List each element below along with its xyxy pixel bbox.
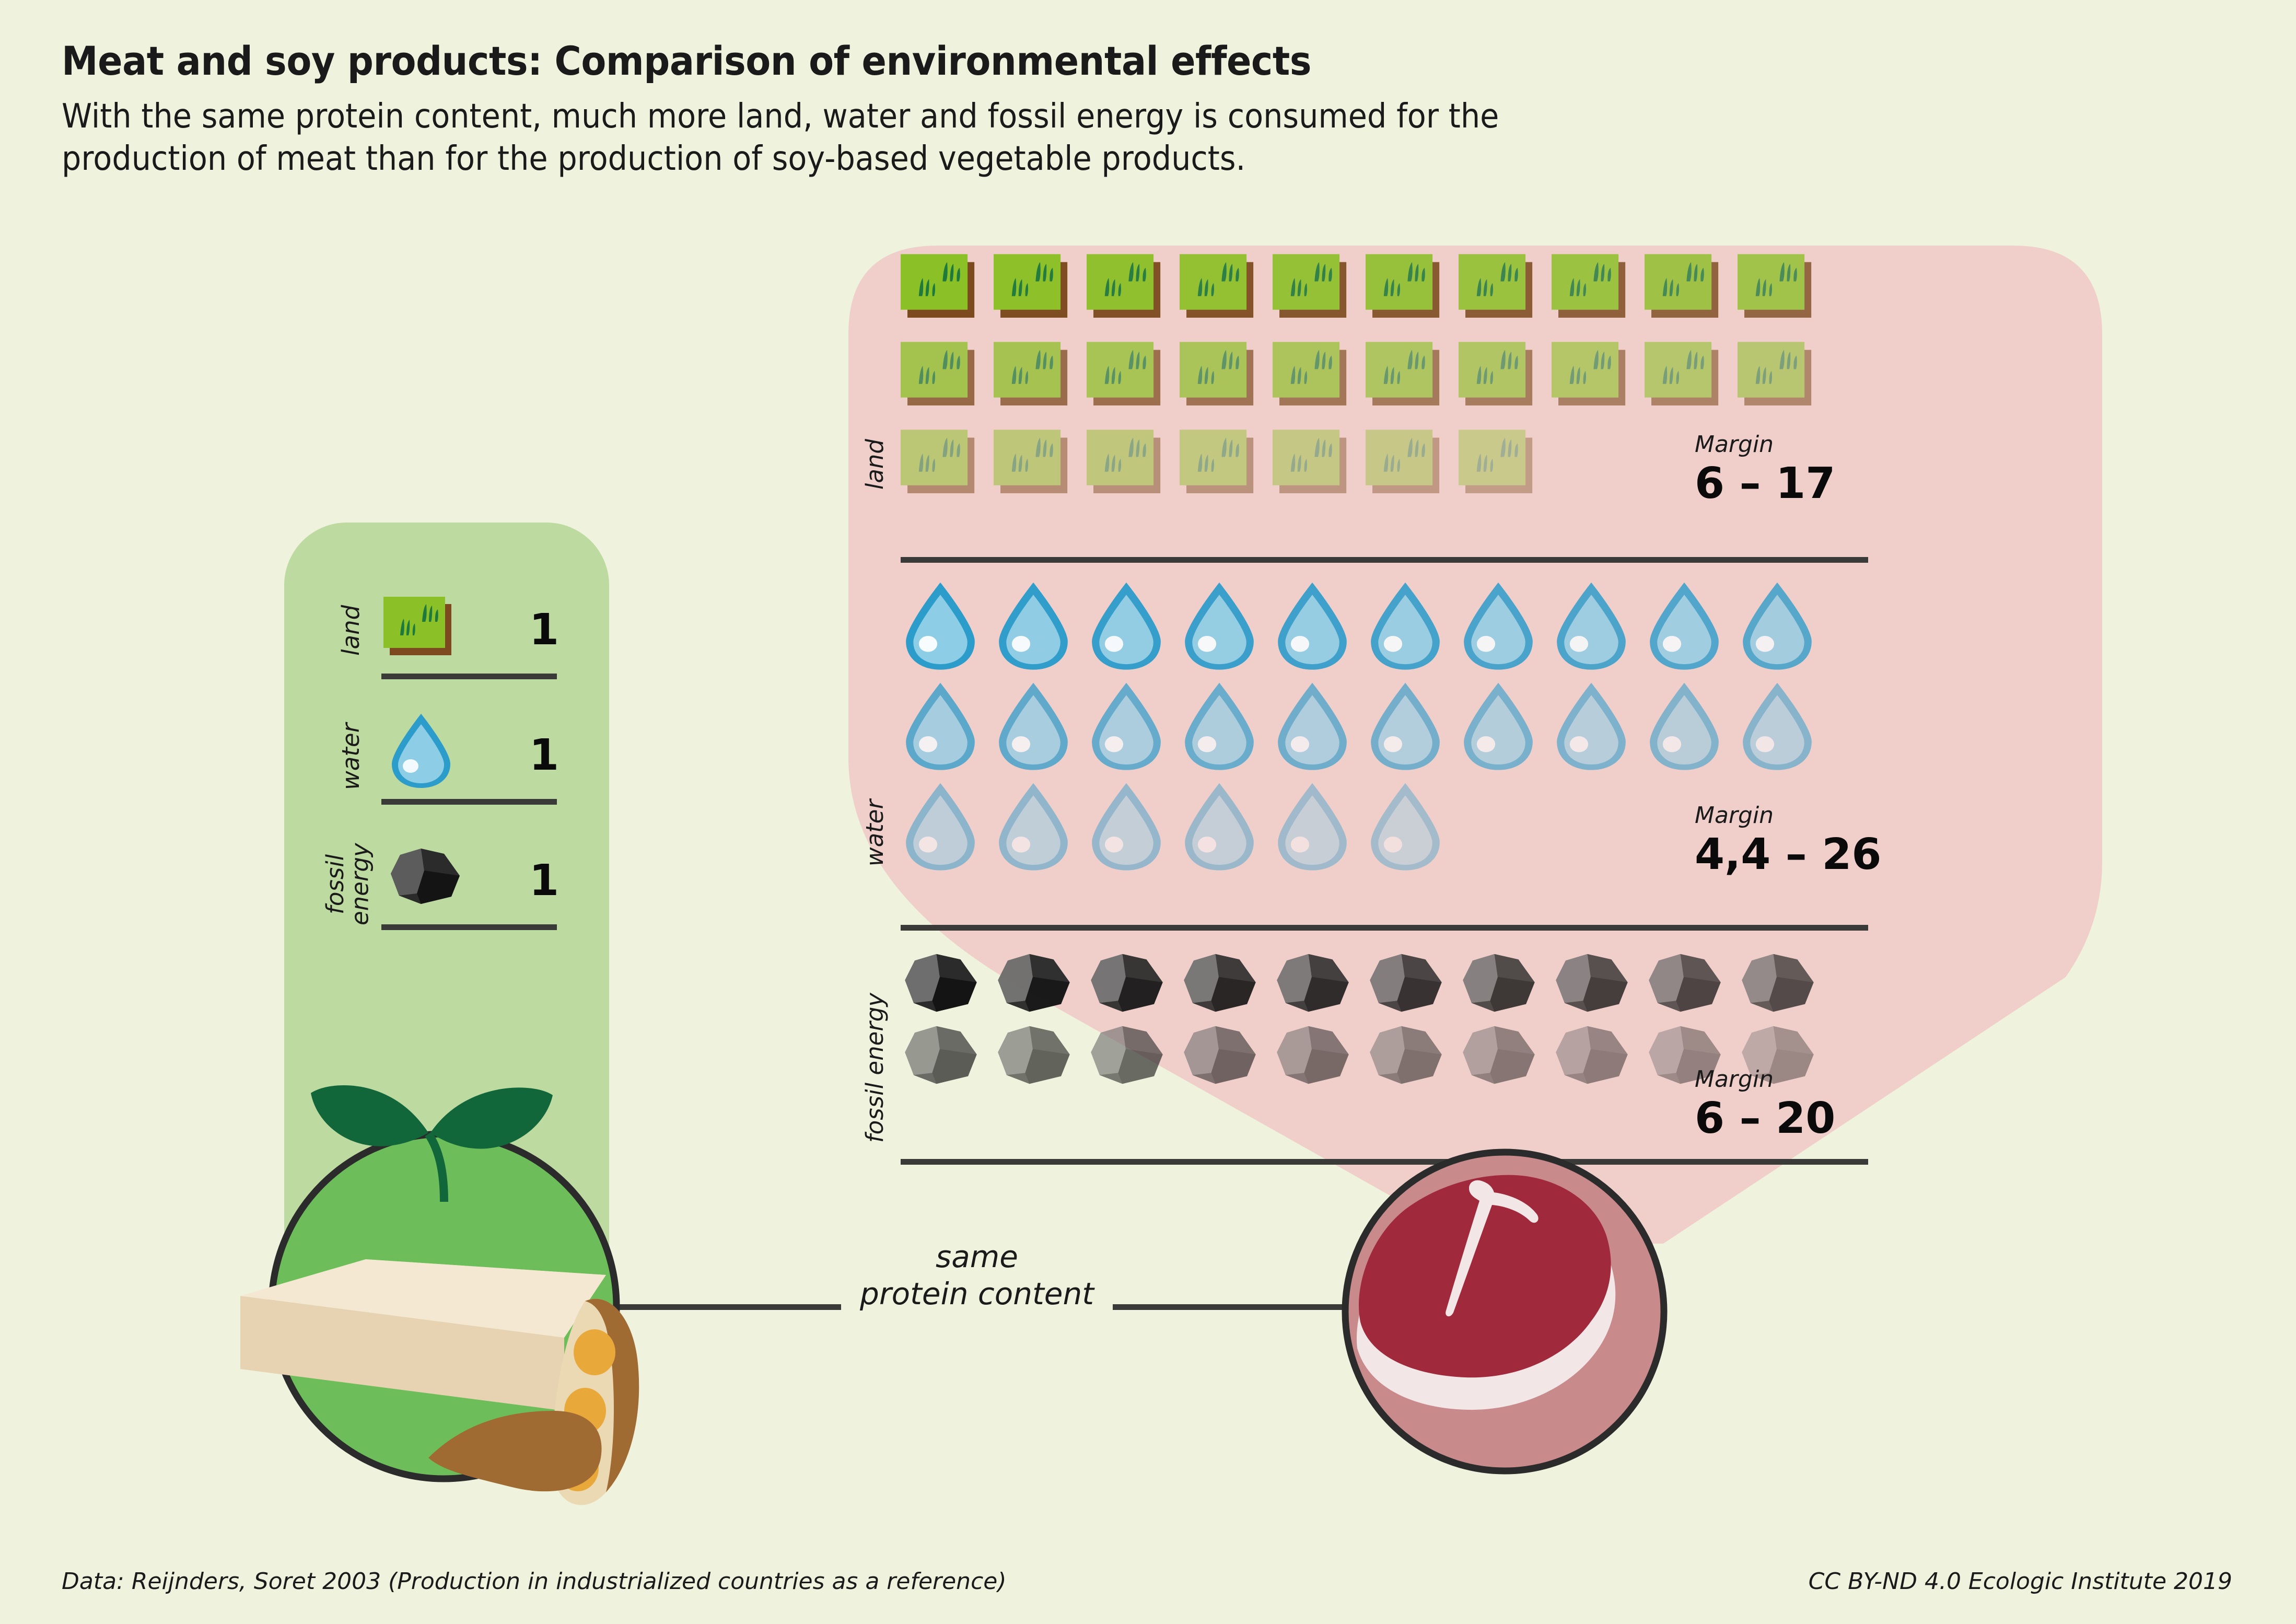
page-subtitle: With the same protein content, much more…	[62, 97, 1499, 178]
reference-row-water-value: 1	[529, 730, 559, 780]
meat-product-illustration	[1337, 1103, 1755, 1521]
footer-source: Data: Reijnders, Soret 2003 (Production …	[62, 1568, 1007, 1595]
reference-row-fossil-energy: fossil energy 1	[284, 831, 609, 930]
reference-row-land-label: land	[337, 605, 365, 656]
reference-row-water-label: water	[337, 723, 365, 791]
meat-comparison-panel-background	[848, 246, 2102, 1244]
coal-lump-icon	[387, 846, 463, 905]
reference-row-land-value: 1	[529, 605, 559, 655]
land-tile-icon	[383, 589, 457, 660]
reference-row-fossil-energy-label: fossil energy	[321, 843, 374, 925]
reference-row-water-rule	[381, 799, 557, 805]
reference-row-fossil-energy-value: 1	[529, 856, 559, 906]
reference-row-land-rule	[381, 674, 557, 679]
footer-license: CC BY-ND 4.0 Ecologic Institute 2019	[1808, 1568, 2232, 1595]
soy-product-illustration	[219, 1045, 763, 1515]
header: Meat and soy products: Comparison of env…	[62, 38, 1890, 180]
page-title: Meat and soy products: Comparison of env…	[62, 38, 1312, 84]
same-protein-content-label: same protein content	[860, 1239, 1094, 1312]
reference-row-land: land 1	[284, 580, 609, 679]
reference-row-fossil-energy-rule	[381, 924, 557, 930]
reference-row-water: water 1	[284, 705, 609, 805]
water-drop-icon	[388, 712, 454, 789]
